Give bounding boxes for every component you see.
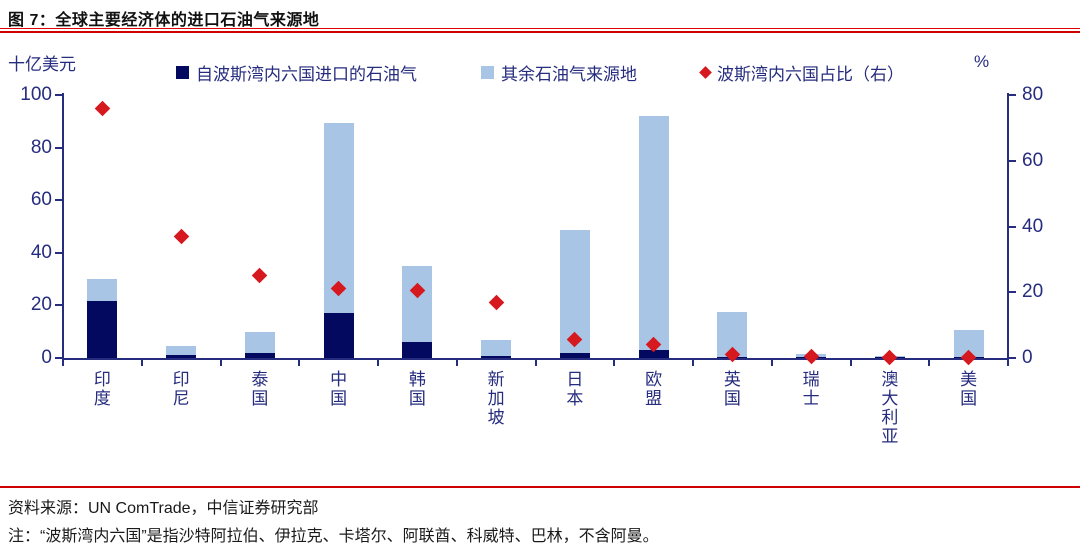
x-axis-tick: [692, 360, 694, 366]
right-axis-tick-label: 60: [1022, 149, 1044, 171]
left-axis-tick: [55, 357, 63, 359]
left-axis-tick: [55, 146, 63, 149]
right-axis-tick-label: 80: [1022, 84, 1044, 105]
left-axis-tick-label: 60: [30, 189, 52, 211]
left-axis-tick-label: 40: [30, 241, 52, 263]
legend-label: 其余石油气来源地: [501, 65, 637, 84]
x-axis-tick: [62, 360, 64, 366]
x-axis-tick: [613, 360, 616, 366]
bar-segment-gulf: [87, 301, 118, 358]
bar-segment-gulf: [166, 355, 197, 358]
x-axis-tick: [928, 360, 931, 366]
figure-title: 图 7：全球主要经济体的进口石油气来源地: [8, 12, 320, 29]
share-diamond-marker: [252, 268, 268, 284]
bar-segment-other: [402, 265, 433, 343]
footer-divider: [0, 486, 1080, 488]
right-axis-unit-label: %: [974, 52, 990, 71]
right-axis-tick: [1008, 291, 1016, 294]
bar-segment-gulf: [402, 342, 433, 358]
x-category-label: 印度: [93, 370, 111, 408]
share-diamond-marker: [882, 349, 898, 365]
legend-square-icon: [176, 66, 189, 79]
x-axis-tick: [849, 360, 852, 366]
right-axis-tick: [1008, 225, 1016, 228]
note-text: 注：“波斯湾内六国”是指沙特阿拉伯、伊拉克、卡塔尔、阿联酋、科威特、巴林，不含阿…: [8, 528, 659, 545]
x-axis-line: [62, 358, 1009, 360]
x-category-label: 泰国: [251, 370, 269, 408]
x-category-label: 日本: [566, 370, 584, 408]
bar-segment-gulf: [481, 356, 512, 358]
x-axis-tick: [298, 360, 301, 366]
x-category-label: 韩国: [408, 370, 426, 408]
legend-label: 波斯湾内六国占比（右）: [717, 65, 904, 84]
x-axis-tick: [455, 360, 458, 366]
bar-segment-gulf: [559, 352, 590, 358]
x-axis-tick: [140, 360, 143, 366]
legend-label: 自波斯湾内六国进口的石油气: [196, 65, 417, 84]
x-category-label: 英国: [723, 370, 741, 408]
legend-square-icon: [481, 66, 494, 79]
share-diamond-marker: [94, 100, 111, 116]
x-axis-tick: [1007, 360, 1009, 366]
right-axis-tick: [1008, 94, 1016, 96]
left-axis-tick-label: 100: [20, 84, 52, 105]
x-category-label: 中国: [330, 370, 348, 408]
bar-segment-other: [244, 331, 275, 353]
legend-item: 波斯湾内六国占比（右）: [699, 60, 904, 85]
left-axis-tick-label: 20: [30, 294, 52, 316]
left-axis-tick: [55, 94, 63, 96]
left-axis-tick: [55, 251, 63, 254]
left-axis-line: [62, 93, 64, 360]
right-axis-tick: [1008, 357, 1016, 359]
bar-segment-gulf: [638, 350, 669, 358]
right-axis-tick: [1008, 159, 1016, 162]
x-category-label: 印尼: [172, 370, 190, 408]
x-axis-tick: [770, 360, 773, 366]
x-category-label: 澳大利亚: [881, 370, 899, 446]
x-category-label: 欧盟: [645, 370, 663, 408]
bar-segment-other: [481, 340, 512, 357]
legend-item: 其余石油气来源地: [481, 60, 637, 85]
title-divider: [0, 28, 1080, 33]
bar-segment-other: [166, 346, 197, 356]
right-axis-tick-label: 20: [1022, 281, 1044, 303]
right-axis-tick-label: 40: [1022, 215, 1044, 237]
share-diamond-marker: [803, 348, 819, 365]
bar-segment-gulf: [244, 352, 275, 358]
x-category-label: 瑞士: [802, 370, 820, 408]
bar-segment-gulf: [323, 313, 354, 358]
right-axis-tick-label: 0: [1022, 347, 1033, 368]
left-axis-tick-label: 0: [41, 347, 52, 368]
source-text: 资料来源：UN ComTrade，中信证券研究部: [8, 500, 319, 517]
x-axis-tick: [377, 360, 379, 366]
x-axis-tick: [219, 360, 222, 366]
left-axis-tick: [55, 304, 63, 307]
chart-legend: 自波斯湾内六国进口的石油气 其余石油气来源地 波斯湾内六国占比（右）: [0, 60, 1080, 85]
share-diamond-marker: [173, 228, 189, 245]
share-diamond-marker: [488, 294, 504, 310]
bar-segment-other: [638, 116, 669, 351]
legend-item: 自波斯湾内六国进口的石油气: [176, 60, 417, 85]
x-category-label: 美国: [960, 370, 978, 408]
bar-segment-other: [87, 279, 118, 302]
left-axis-tick: [55, 199, 63, 202]
x-category-label: 新加坡: [487, 370, 505, 427]
x-axis-tick: [534, 360, 537, 366]
left-axis-tick-label: 80: [30, 136, 52, 158]
left-axis-unit-label: 十亿美元: [8, 55, 76, 74]
